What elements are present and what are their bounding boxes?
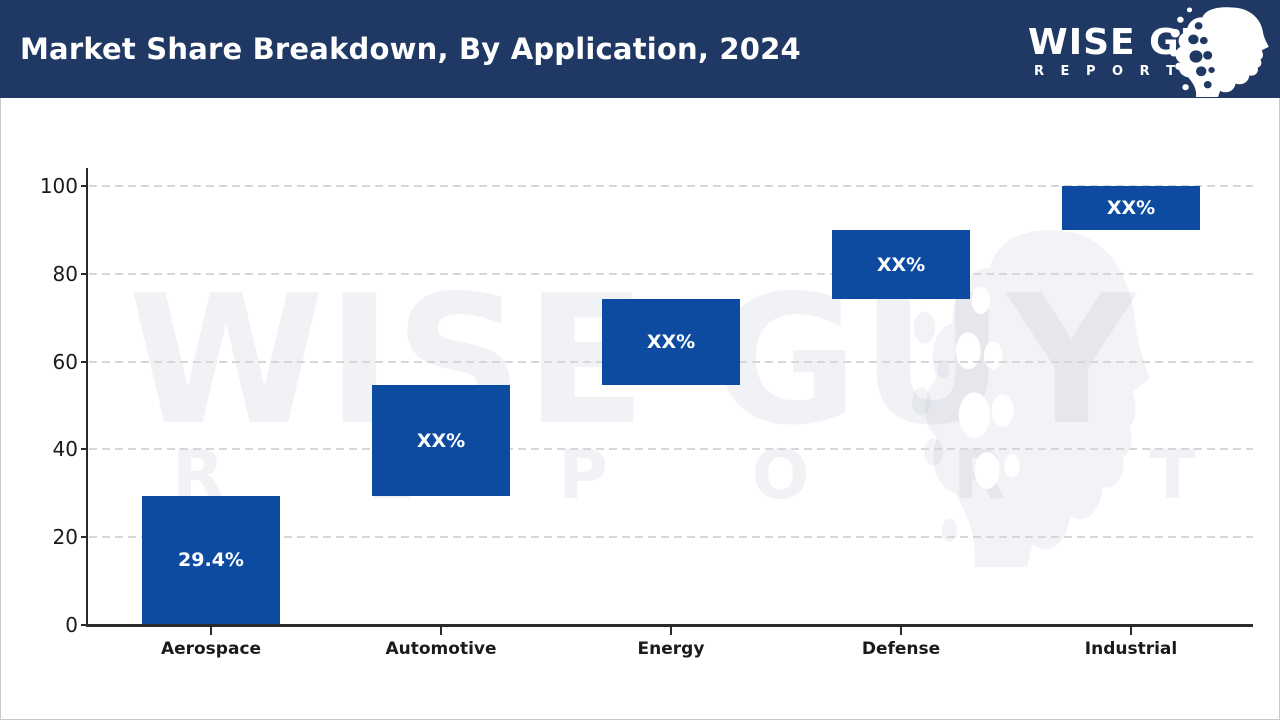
gridline-100 (89, 185, 1253, 187)
y-tick-100 (81, 185, 88, 187)
x-tick-defense (900, 626, 902, 635)
wise-guy-logo: WISE GUY R E P O R T S (1008, 2, 1274, 97)
x-label-defense: Defense (861, 639, 941, 659)
y-tick-label-60: 60 (52, 349, 78, 374)
bar-value-label: XX% (646, 331, 696, 354)
x-label-industrial: Industrial (1084, 639, 1178, 659)
bar-industrial (1062, 186, 1200, 230)
y-tick-40 (81, 448, 88, 451)
y-tick-label-40: 40 (52, 437, 78, 462)
y-tick-label-80: 80 (52, 261, 78, 286)
x-tick-aerospace (210, 626, 212, 635)
x-label-energy: Energy (637, 639, 705, 659)
y-tick-0 (81, 624, 88, 626)
bar-automotive (372, 385, 510, 496)
y-axis-line (86, 168, 88, 627)
y-tick-80 (81, 272, 88, 275)
bar-value-label: XX% (1106, 196, 1156, 219)
watermark-subtext: R E P O R T S (172, 436, 1280, 515)
x-tick-energy (670, 626, 672, 635)
page-title: Market Share Breakdown, By Application, … (20, 32, 801, 66)
bar-value-label: XX% (416, 429, 466, 452)
logo-subtext: R E P O R T S (1034, 64, 1207, 79)
gridline-80 (89, 272, 1253, 275)
bar-value-label: XX% (876, 253, 926, 276)
y-tick-20 (81, 536, 88, 539)
bar-aerospace (142, 495, 280, 625)
y-tick-label-100: 100 (39, 174, 78, 198)
gridline-20 (89, 536, 1253, 539)
x-axis-line (86, 624, 1253, 627)
bar-value-label: 29.4% (178, 549, 244, 572)
gridline-40 (89, 448, 1253, 451)
x-label-aerospace: Aerospace (160, 639, 262, 659)
header: Market Share Breakdown, By Application, … (0, 0, 1280, 98)
x-label-automotive: Automotive (385, 639, 497, 659)
y-tick-60 (81, 360, 88, 363)
logo-head-icon (1170, 7, 1269, 97)
y-tick-label-20: 20 (52, 525, 78, 550)
x-tick-industrial (1130, 626, 1132, 635)
x-tick-automotive (440, 626, 442, 635)
bar-defense (832, 229, 970, 300)
y-tick-label-0: 0 (65, 613, 78, 637)
bar-energy (602, 299, 740, 386)
